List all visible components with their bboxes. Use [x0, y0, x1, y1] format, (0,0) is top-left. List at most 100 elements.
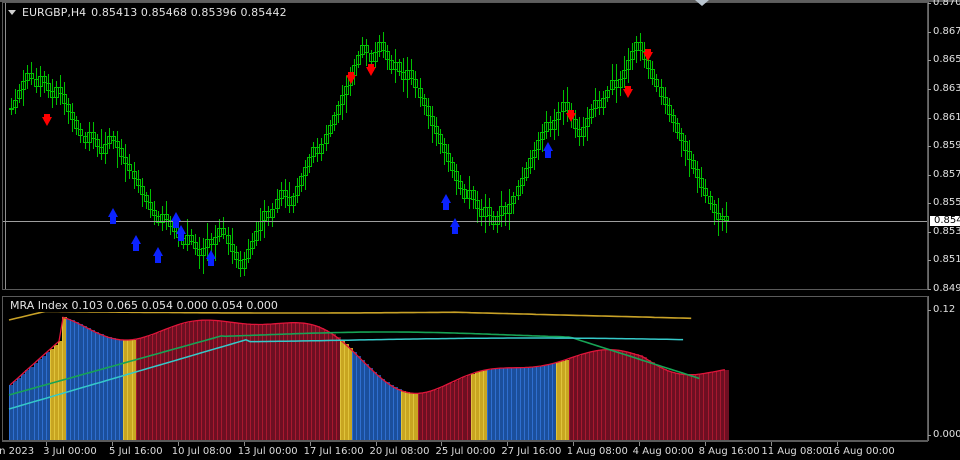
candle-body: [495, 215, 501, 226]
histogram-bar: [331, 334, 337, 440]
histogram-bar: [266, 324, 272, 440]
candle-wick: [121, 139, 123, 166]
histogram-bar: [282, 323, 288, 440]
candle-wick: [64, 81, 66, 115]
candle-wick: [231, 227, 233, 265]
candlestick: [699, 3, 705, 289]
candle-body: [650, 68, 656, 79]
candlestick: [233, 3, 239, 289]
candlestick: [552, 3, 558, 289]
candle-body: [523, 168, 529, 178]
histogram-bar: [446, 384, 451, 440]
candlestick: [605, 3, 611, 289]
candle-body: [115, 141, 121, 149]
candle-wick: [256, 220, 258, 247]
candle-wick: [129, 154, 131, 180]
histogram-bar: [425, 392, 431, 440]
histogram-bar: [13, 381, 18, 440]
histogram-bar: [597, 350, 602, 440]
histogram-bar: [299, 322, 304, 440]
candlestick: [535, 3, 541, 289]
candle-wick: [464, 183, 466, 204]
time-axis-label: 3 Jul 00:00: [43, 446, 97, 457]
histogram-bar: [503, 368, 508, 440]
candle-wick: [227, 227, 229, 256]
candle-wick: [517, 180, 519, 200]
candle-wick: [382, 31, 384, 59]
candlestick: [515, 3, 521, 289]
price-axis[interactable]: 0.87000 0.86795 0.86590 0.86385 0.86180 0.859…: [928, 0, 960, 294]
candle-body: [531, 149, 537, 159]
histogram-bar: [270, 324, 276, 440]
histogram-bar: [274, 323, 280, 440]
histogram-bar: [360, 359, 366, 440]
histogram-bar: [147, 335, 153, 440]
histogram-bar: [552, 363, 558, 440]
candle-wick: [435, 117, 437, 146]
sell-signal-arrow-icon: [366, 64, 376, 76]
price-tick-label: 0.85365: [928, 226, 960, 237]
candle-body: [250, 240, 256, 250]
candlestick: [241, 3, 247, 289]
candlestick: [711, 3, 717, 289]
candlestick: [229, 3, 235, 289]
histogram-bar: [335, 337, 341, 440]
histogram-bar: [605, 349, 611, 440]
indicator-panel[interactable]: MRA Index 0.103 0.065 0.054 0.000 0.054 …: [2, 296, 928, 441]
candle-wick: [264, 199, 266, 238]
candle-body: [66, 103, 72, 113]
candle-wick: [72, 103, 74, 132]
candle-wick: [268, 206, 270, 226]
candle-wick: [705, 179, 707, 204]
histogram-bar: [650, 362, 656, 440]
histogram-bar: [625, 351, 631, 440]
candlestick: [17, 3, 23, 289]
candlestick: [621, 3, 627, 289]
candle-wick: [501, 190, 503, 227]
indicator-data-window: MRA Index 0.103 0.065 0.054 0.000 0.054 …: [7, 299, 281, 312]
current-price-line: [3, 220, 927, 222]
chevron-down-icon[interactable]: [8, 10, 16, 15]
candle-wick: [207, 222, 209, 262]
candlestick: [523, 3, 529, 289]
candle-body: [307, 156, 313, 167]
histogram-bar: [535, 366, 541, 440]
candle-body: [421, 98, 427, 107]
histogram-bar: [70, 320, 75, 440]
candlestick: [670, 3, 676, 289]
histogram-bar: [405, 392, 410, 440]
time-axis-label: 28 Jun 2023: [0, 446, 35, 457]
candlestick: [307, 3, 313, 289]
price-tick-label: 0.86180: [928, 112, 960, 123]
crosshair-vertical: [5, 3, 6, 289]
time-axis[interactable]: 28 Jun 2023 3 Jul 00:00 5 Jul 16:00 10 Jul …: [0, 441, 928, 460]
candle-body: [638, 42, 644, 51]
histogram-bar: [703, 373, 709, 440]
indicator-cyan-ma-line: [8, 337, 684, 410]
panel-splitter-handle[interactable]: [695, 0, 709, 6]
price-tick-label: 0.87000: [928, 0, 960, 8]
buy-signal-arrow-icon: [171, 212, 181, 228]
candlestick: [446, 3, 452, 289]
histogram-bar: [131, 339, 137, 440]
price-chart-panel[interactable]: EURGBP,H4 0.85413 0.85468 0.85396 0.8544…: [2, 2, 928, 290]
indicator-plot-area[interactable]: [3, 297, 927, 440]
candle-wick: [174, 220, 176, 239]
price-plot-area[interactable]: [3, 3, 927, 289]
histogram-bar: [576, 355, 582, 440]
histogram-bar: [388, 384, 394, 440]
indicator-axis[interactable]: 0.12 0.000: [928, 296, 960, 441]
histogram-bar: [519, 367, 525, 440]
candlestick: [601, 3, 607, 289]
candle-wick: [374, 42, 376, 68]
candle-body: [294, 186, 300, 196]
time-axis-label: 1 Aug 08:00: [566, 446, 628, 457]
candle-wick: [587, 107, 589, 141]
candle-wick: [427, 98, 429, 129]
candle-body: [233, 251, 239, 261]
histogram-bar: [589, 352, 594, 440]
candle-wick: [198, 236, 200, 269]
candlestick: [678, 3, 684, 289]
histogram-bar: [160, 331, 165, 440]
candle-wick: [431, 105, 433, 143]
